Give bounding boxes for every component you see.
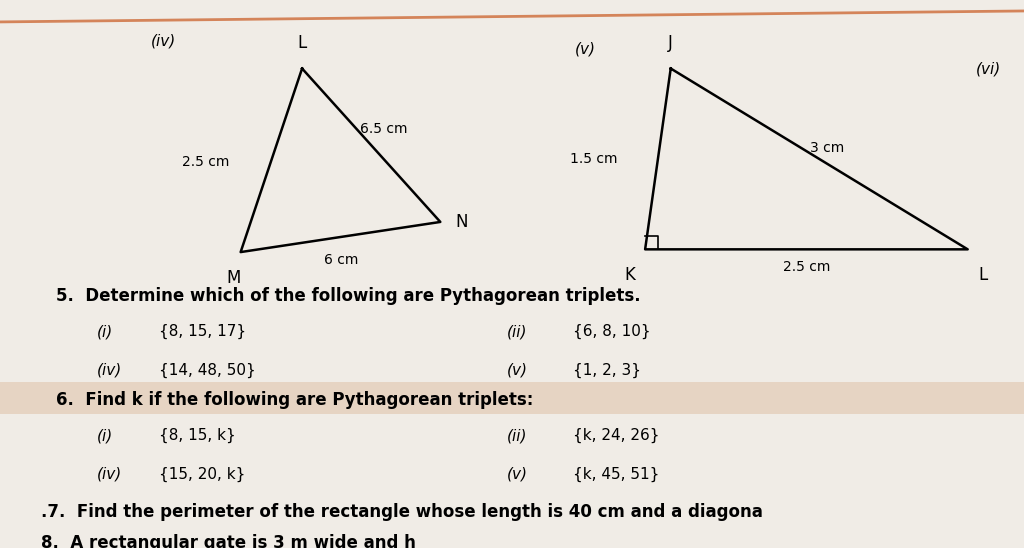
Text: (vi): (vi) <box>976 61 1000 76</box>
Text: 3 cm: 3 cm <box>810 141 845 155</box>
Text: {15, 20, k}: {15, 20, k} <box>159 466 245 482</box>
Text: (iv): (iv) <box>152 33 176 49</box>
Text: {14, 48, 50}: {14, 48, 50} <box>159 362 255 378</box>
Text: (v): (v) <box>507 466 528 482</box>
Text: (iv): (iv) <box>97 466 123 482</box>
Text: 1.5 cm: 1.5 cm <box>570 152 617 166</box>
Text: {1, 2, 3}: {1, 2, 3} <box>573 362 641 378</box>
Text: (v): (v) <box>507 362 528 378</box>
Text: (i): (i) <box>97 324 114 339</box>
Text: {k, 45, 51}: {k, 45, 51} <box>573 466 659 482</box>
Text: N: N <box>456 213 468 231</box>
Text: M: M <box>226 269 241 287</box>
Text: 2.5 cm: 2.5 cm <box>182 155 229 169</box>
Bar <box>0 382 1024 414</box>
Text: L: L <box>978 266 987 284</box>
Text: (i): (i) <box>97 428 114 443</box>
Text: 8.  A rectangular gate is 3 m wide and h: 8. A rectangular gate is 3 m wide and h <box>41 534 416 548</box>
Text: 2.5 cm: 2.5 cm <box>783 260 830 275</box>
Text: .7.  Find the perimeter of the rectangle whose length is 40 cm and a diagona: .7. Find the perimeter of the rectangle … <box>41 504 763 521</box>
Text: 6.5 cm: 6.5 cm <box>360 122 408 136</box>
Text: {8, 15, 17}: {8, 15, 17} <box>159 324 246 339</box>
Text: (ii): (ii) <box>507 428 527 443</box>
Text: L: L <box>297 34 307 52</box>
Text: (iv): (iv) <box>97 362 123 378</box>
Text: {k, 24, 26}: {k, 24, 26} <box>573 428 659 443</box>
Text: 6.  Find k if the following are Pythagorean triplets:: 6. Find k if the following are Pythagore… <box>56 391 534 409</box>
Text: K: K <box>625 266 635 284</box>
Text: (ii): (ii) <box>507 324 527 339</box>
Text: {6, 8, 10}: {6, 8, 10} <box>573 324 651 339</box>
Text: 5.  Determine which of the following are Pythagorean triplets.: 5. Determine which of the following are … <box>56 287 641 305</box>
Text: {8, 15, k}: {8, 15, k} <box>159 428 236 443</box>
Text: (v): (v) <box>575 42 596 57</box>
Text: J: J <box>669 34 673 52</box>
Text: 6 cm: 6 cm <box>324 253 358 267</box>
